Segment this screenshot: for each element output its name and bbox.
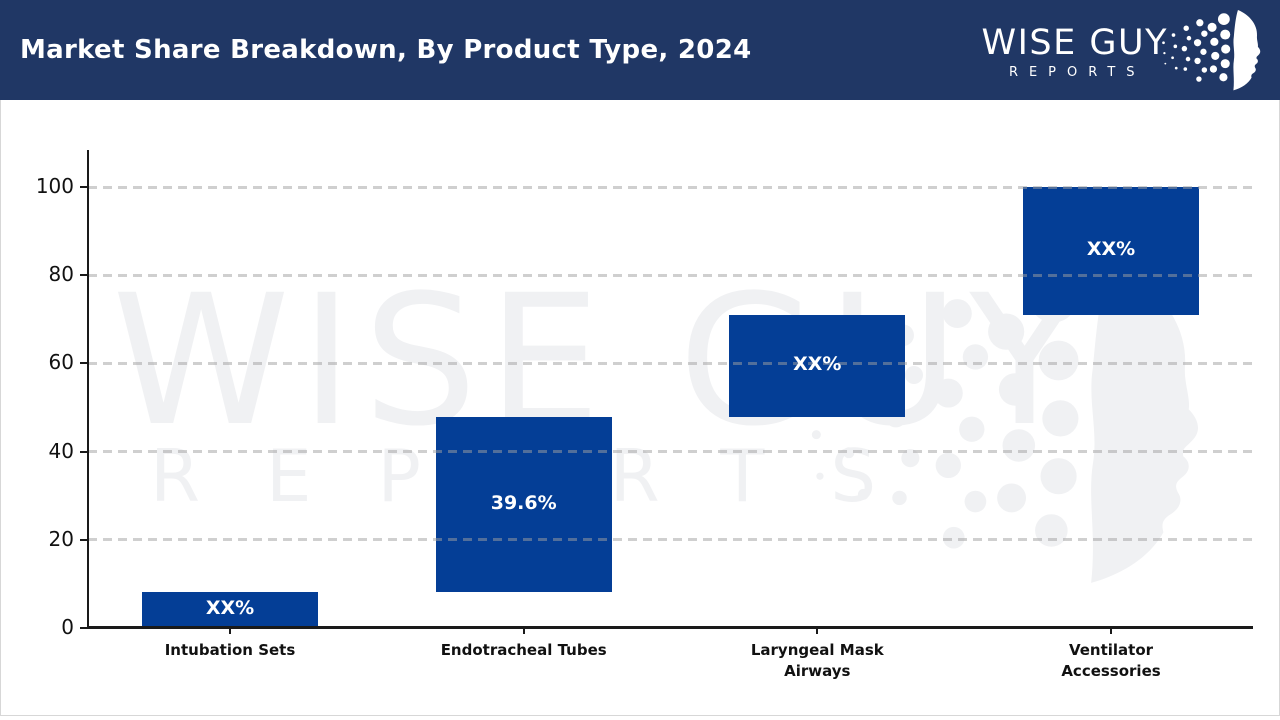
gridline-20 (88, 538, 1253, 542)
y-tick-60 (80, 362, 88, 365)
x-category-label-line: Endotracheal Tubes (440, 641, 607, 659)
y-tick-label-20: 20 (48, 526, 74, 551)
x-axis-line (87, 626, 1253, 629)
x-category-label: Ventilator Accessories (961, 640, 1261, 682)
x-category-label: Endotracheal Tubes (374, 640, 674, 661)
x-tick-0 (229, 628, 231, 634)
y-tick-label-80: 80 (48, 262, 74, 287)
y-tick-label-100: 100 (35, 174, 74, 198)
brand-logo-text: WISE GUY REPORTS (981, 22, 1168, 80)
y-tick-label-0: 0 (61, 615, 74, 639)
bar-laryngeal-mask-airways (729, 315, 906, 418)
bar-value-label: XX% (205, 596, 255, 619)
x-category-label: Laryngeal Mask Airways (667, 640, 967, 682)
bar-value-label: XX% (793, 353, 842, 376)
y-tick-100 (80, 186, 88, 188)
x-tick-3 (1110, 628, 1112, 634)
y-tick-40 (80, 450, 88, 453)
gridline-100 (88, 185, 1253, 189)
y-tick-label-60: 60 (48, 350, 74, 375)
y-tick-80 (80, 274, 88, 277)
bar-value-label: 39.6% (490, 491, 557, 514)
bar-endotracheal-tubes (435, 417, 612, 592)
x-category-label-line: Laryngeal Mask (750, 641, 884, 659)
brand-logo: WISE GUY REPORTS (981, 7, 1262, 93)
bar-ventilator-accessories (1023, 187, 1199, 316)
x-tick-2 (816, 628, 819, 634)
gridline-80 (88, 273, 1253, 277)
header-bar: Market Share Breakdown, By Product Type,… (0, 0, 1280, 100)
x-category-label: Intubation Sets (80, 640, 380, 661)
brand-name: WISE GUY (981, 22, 1168, 63)
brand-subtitle: REPORTS (1008, 64, 1146, 80)
x-category-label-line: Airways (784, 662, 851, 680)
x-category-label-line: Ventilator (1068, 641, 1154, 659)
gridline-40 (88, 450, 1253, 454)
x-category-label-line: Intubation Sets (164, 641, 296, 659)
bar-intubation-sets (142, 591, 318, 628)
y-axis-line (87, 150, 89, 628)
bar-value-label: XX% (1086, 238, 1136, 261)
y-tick-0 (80, 627, 88, 629)
x-tick-1 (522, 628, 525, 634)
brand-face-dots-icon (1144, 7, 1262, 93)
y-tick-20 (80, 538, 88, 541)
x-category-label-line: Accessories (1061, 662, 1161, 680)
page-title: Market Share Breakdown, By Product Type,… (20, 35, 752, 65)
y-tick-label-40: 40 (48, 438, 74, 463)
gridline-60 (88, 361, 1253, 365)
